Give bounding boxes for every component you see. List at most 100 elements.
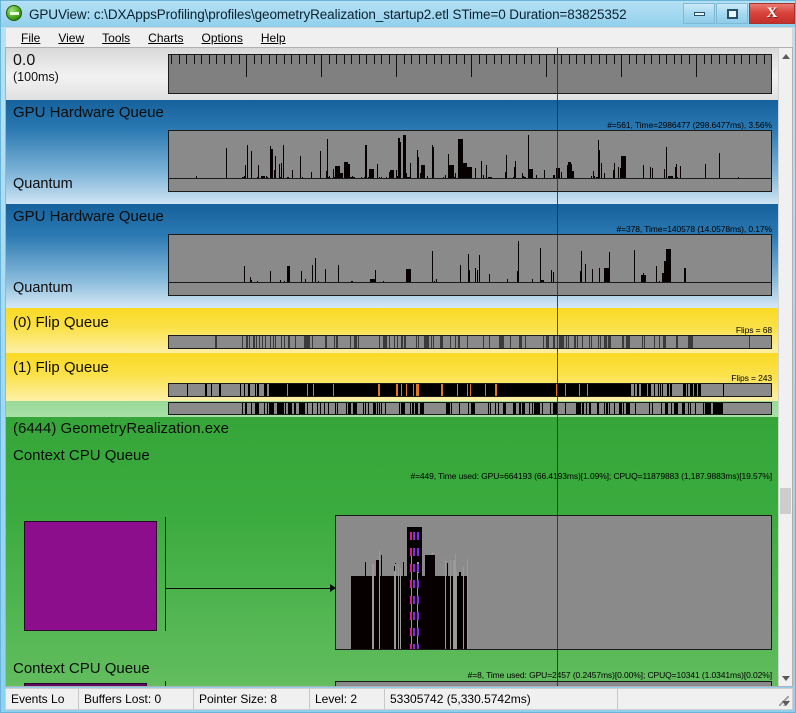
gpu-packet-bar <box>675 167 676 187</box>
flip-marker <box>582 336 583 348</box>
ruler-track[interactable] <box>168 54 772 94</box>
vsync-track[interactable] <box>168 402 772 415</box>
title-bar[interactable]: GPUView: c:\DXAppsProfiling\profiles\geo… <box>1 1 795 27</box>
flip-marker <box>284 384 285 396</box>
flip-marker <box>619 384 621 396</box>
scroll-down-button[interactable] <box>779 670 792 686</box>
vertical-scrollbar[interactable] <box>778 48 792 686</box>
flip-marker <box>277 384 278 396</box>
flip-marker <box>362 384 363 396</box>
context-cpu-queue-1-track[interactable] <box>335 681 772 686</box>
flip-marker <box>668 384 669 396</box>
scrollbar-thumb[interactable] <box>780 488 791 514</box>
maximize-button[interactable] <box>716 3 748 24</box>
gpu-hw-queue-1-quantum-track[interactable] <box>168 282 772 296</box>
gpu-packet-bar <box>604 268 609 291</box>
flip-marker <box>256 336 257 348</box>
ruler-tick-minor <box>261 55 262 64</box>
cpuq-bar <box>400 568 401 649</box>
resize-grip[interactable] <box>776 689 792 709</box>
gpu-packet-bar <box>462 163 467 187</box>
ruler-tick-minor <box>179 55 180 64</box>
flip-marker <box>325 336 327 348</box>
flip-marker <box>472 384 473 396</box>
flip-marker <box>415 384 416 396</box>
flip-marker <box>626 336 628 348</box>
row-process-geometryrealization[interactable]: (6444) GeometryRealization.exe Context C… <box>6 417 780 686</box>
flip-marker <box>583 384 584 396</box>
cpuq-bar <box>379 550 380 649</box>
menu-help[interactable]: Help <box>252 30 295 46</box>
close-button[interactable]: X <box>749 3 795 24</box>
vsync-marker <box>607 403 608 414</box>
context-cpu-queue-0-track[interactable] <box>335 515 772 650</box>
timeline-canvas[interactable]: 0.0 (100ms) GPU Hardware Queue #=561, Ti… <box>6 48 780 686</box>
context-cpu-queue-0-process-block[interactable] <box>24 521 157 631</box>
ruler-tick-minor <box>674 55 675 64</box>
flip-marker <box>604 336 605 348</box>
menu-file[interactable]: File <box>12 30 49 46</box>
flip-marker <box>350 336 351 348</box>
flip-marker <box>646 384 647 396</box>
ruler-tick-minor <box>584 55 585 64</box>
ruler-tick-minor <box>449 55 450 64</box>
menu-charts[interactable]: Charts <box>139 30 192 46</box>
vsync-marker <box>451 403 452 414</box>
ruler-tick-minor <box>711 55 712 64</box>
gpu-packet-bar <box>650 167 651 187</box>
ruler-tick-major <box>246 55 247 77</box>
flip-marker <box>671 384 672 396</box>
menu-view[interactable]: View <box>49 30 93 46</box>
row-gpu-hardware-queue-0[interactable]: GPU Hardware Queue #=561, Time=2986477 (… <box>6 100 780 204</box>
minimize-button[interactable] <box>683 3 715 24</box>
flip-marker <box>550 384 551 396</box>
menu-tools[interactable]: Tools <box>93 30 139 46</box>
flip-queue-1-track[interactable] <box>168 383 772 397</box>
ruler-tick-major <box>471 55 472 77</box>
vsync-marker <box>520 403 521 414</box>
scroll-up-button[interactable] <box>779 48 792 64</box>
gpu-packet-bar <box>258 165 259 187</box>
timeline-ruler[interactable]: 0.0 (100ms) <box>6 48 780 100</box>
vsync-marker <box>488 403 489 414</box>
flip-marker <box>473 384 475 396</box>
row-flip-queue-0[interactable]: (0) Flip Queue Flips = 68 <box>6 308 780 353</box>
gpu-packet-bar <box>400 142 401 187</box>
menu-options[interactable]: Options <box>193 30 252 46</box>
row-flip-queue-1[interactable]: (1) Flip Queue Flips = 243 <box>6 353 780 401</box>
gpu-packet-bar <box>571 164 572 187</box>
ruler-tick-minor <box>456 55 457 64</box>
flip-marker <box>369 384 370 396</box>
flip-marker <box>482 384 483 396</box>
flip-marker <box>331 384 332 396</box>
flip-marker <box>440 336 441 348</box>
cpuq-bar <box>403 562 404 649</box>
context-cpu-queue-1-process-block[interactable] <box>24 683 147 686</box>
gpuview-app-icon <box>6 5 24 23</box>
row-gpu-hardware-queue-1[interactable]: GPU Hardware Queue #=378, Time=140578 (1… <box>6 204 780 308</box>
vsync-marker <box>401 403 402 414</box>
vsync-marker <box>410 403 411 414</box>
flip-marker <box>327 384 328 396</box>
gpu-packet-bar <box>684 268 686 291</box>
flip-marker <box>284 336 285 348</box>
vsync-marker <box>495 403 496 414</box>
gpu-packet-bar <box>320 151 321 187</box>
gpu-packet-bar <box>432 145 433 187</box>
flip-queue-0-track[interactable] <box>168 335 772 349</box>
flip-marker <box>467 336 468 348</box>
gpu-packet-bar <box>448 154 449 187</box>
vsync-marker <box>713 403 716 414</box>
gpu-packet-bar <box>338 265 339 291</box>
flip-marker <box>507 384 508 396</box>
ruler-tick-minor <box>666 55 667 64</box>
ruler-tick-minor <box>329 55 330 64</box>
gpu-packet-bar <box>568 162 571 187</box>
vsync-marker <box>597 403 598 414</box>
gpu-packet-bar <box>300 156 301 187</box>
ruler-tick-minor <box>254 55 255 64</box>
flip-marker <box>480 384 482 396</box>
ruler-tick-minor <box>201 55 202 64</box>
gpu-hw-queue-0-quantum-track[interactable] <box>168 178 772 192</box>
flip-marker <box>427 336 429 348</box>
